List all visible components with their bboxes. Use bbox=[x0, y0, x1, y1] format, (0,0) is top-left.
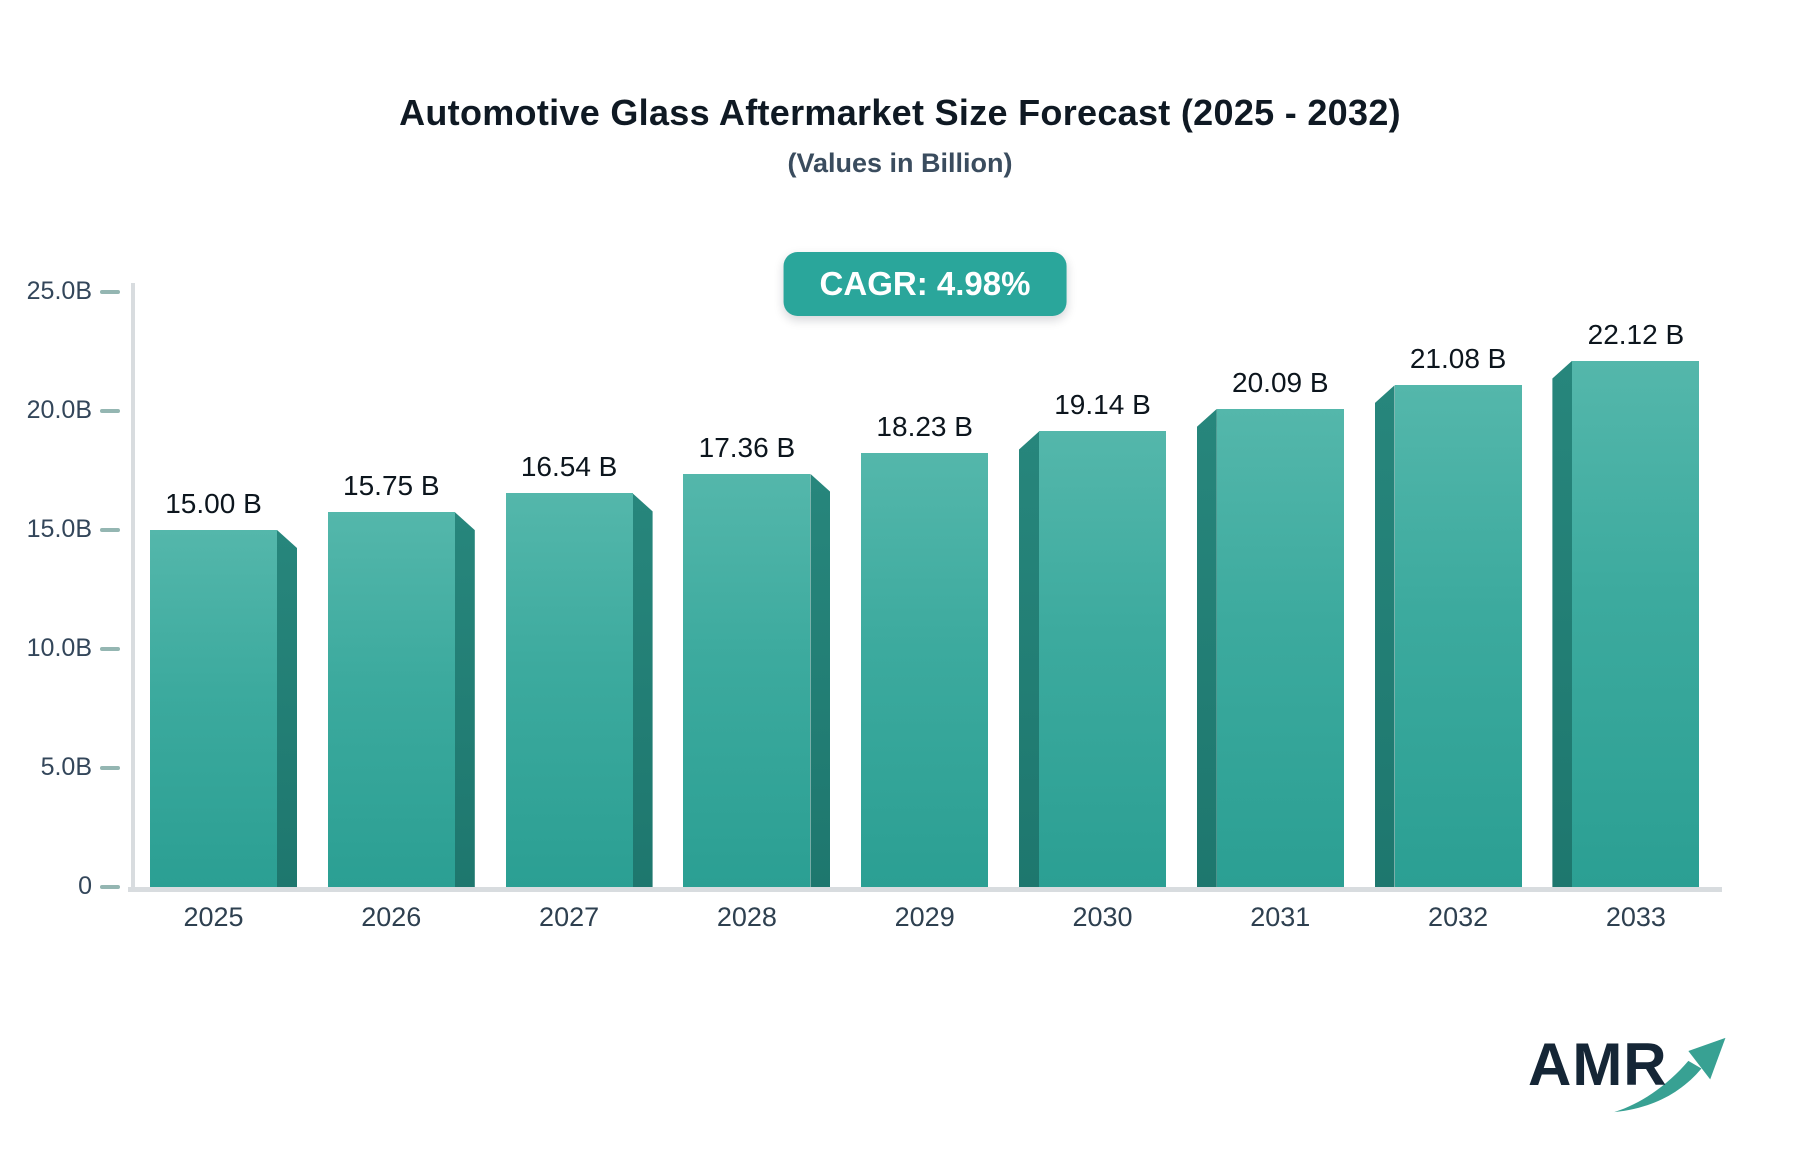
y-axis-label: 10.0B bbox=[26, 634, 92, 662]
bar-value-label: 20.09 B bbox=[1232, 366, 1329, 398]
x-axis-label: 2025 bbox=[183, 902, 244, 932]
x-axis-label: 2028 bbox=[716, 902, 777, 932]
x-axis-label: 2026 bbox=[361, 902, 422, 932]
bar-value-label: 15.00 B bbox=[165, 488, 262, 519]
chart-subtitle: (Values in Billion) bbox=[787, 148, 1013, 178]
x-axis-label: 2033 bbox=[1605, 902, 1666, 932]
bar-face bbox=[327, 512, 455, 887]
bar-2031 bbox=[1196, 408, 1344, 887]
bar-face bbox=[861, 453, 989, 887]
y-axis-tick bbox=[100, 766, 120, 770]
amr-logo: AMR bbox=[1528, 1030, 1748, 1125]
bar-2026 bbox=[327, 512, 475, 887]
x-axis-label: 2027 bbox=[539, 902, 600, 932]
bar-2025 bbox=[150, 530, 297, 887]
bar-side-shade bbox=[454, 512, 475, 887]
bar-2027 bbox=[505, 493, 653, 887]
bar-side-shade bbox=[632, 493, 653, 887]
y-axis-tick bbox=[100, 885, 120, 889]
bar-value-label: 18.23 B bbox=[876, 411, 973, 443]
bar-value-label: 17.36 B bbox=[698, 431, 796, 463]
bar-2029 bbox=[861, 453, 989, 887]
y-axis-tick bbox=[100, 647, 120, 651]
x-axis-label: 2030 bbox=[1072, 902, 1133, 932]
y-axis-label: 15.0B bbox=[26, 515, 92, 543]
trend-up-arrow-icon bbox=[1614, 1037, 1726, 1113]
bar-face bbox=[1394, 385, 1522, 887]
y-axis-line bbox=[131, 283, 135, 887]
y-axis-tick bbox=[100, 290, 120, 294]
bar-side-shade bbox=[1552, 360, 1573, 887]
y-axis-label: 25.0B bbox=[26, 277, 92, 305]
x-axis-label: 2031 bbox=[1250, 902, 1311, 932]
bar-side-shade bbox=[277, 530, 297, 887]
y-axis-label: 20.0B bbox=[26, 396, 92, 424]
cagr-badge: CAGR: 4.98% bbox=[783, 252, 1067, 316]
bar-face bbox=[150, 530, 277, 887]
y-axis-label: 0 bbox=[78, 872, 92, 900]
bar-value-label: 19.14 B bbox=[1054, 389, 1151, 421]
x-axis-label: 2032 bbox=[1428, 902, 1489, 932]
bar-face bbox=[505, 493, 633, 887]
bar-2033 bbox=[1552, 360, 1700, 887]
bar-side-shade bbox=[1374, 385, 1395, 887]
x-axis-label: 2029 bbox=[894, 902, 955, 932]
bar-face bbox=[1039, 431, 1166, 887]
bar-2030 bbox=[1019, 431, 1166, 887]
bar-value-label: 22.12 B bbox=[1587, 318, 1685, 350]
bar-face bbox=[683, 473, 811, 887]
y-axis-tick bbox=[100, 409, 120, 413]
y-axis-label: 5.0B bbox=[40, 753, 92, 781]
bar-side-shade bbox=[810, 473, 831, 887]
bar-side-shade bbox=[1019, 431, 1039, 887]
x-axis-line bbox=[128, 887, 1722, 892]
bar-face bbox=[1216, 408, 1344, 887]
chart-title: Automotive Glass Aftermarket Size Foreca… bbox=[399, 92, 1401, 133]
bar-2032 bbox=[1374, 385, 1522, 887]
bar-2028 bbox=[683, 473, 831, 887]
bar-value-label: 15.75 B bbox=[343, 470, 440, 502]
y-axis-tick bbox=[100, 528, 120, 532]
bar-value-label: 21.08 B bbox=[1409, 343, 1507, 375]
amr-logo-text: AMR bbox=[1528, 1031, 1668, 1098]
bar-value-label: 16.54 B bbox=[520, 451, 618, 483]
bar-face bbox=[1572, 360, 1700, 887]
bar-side-shade bbox=[1196, 408, 1217, 887]
